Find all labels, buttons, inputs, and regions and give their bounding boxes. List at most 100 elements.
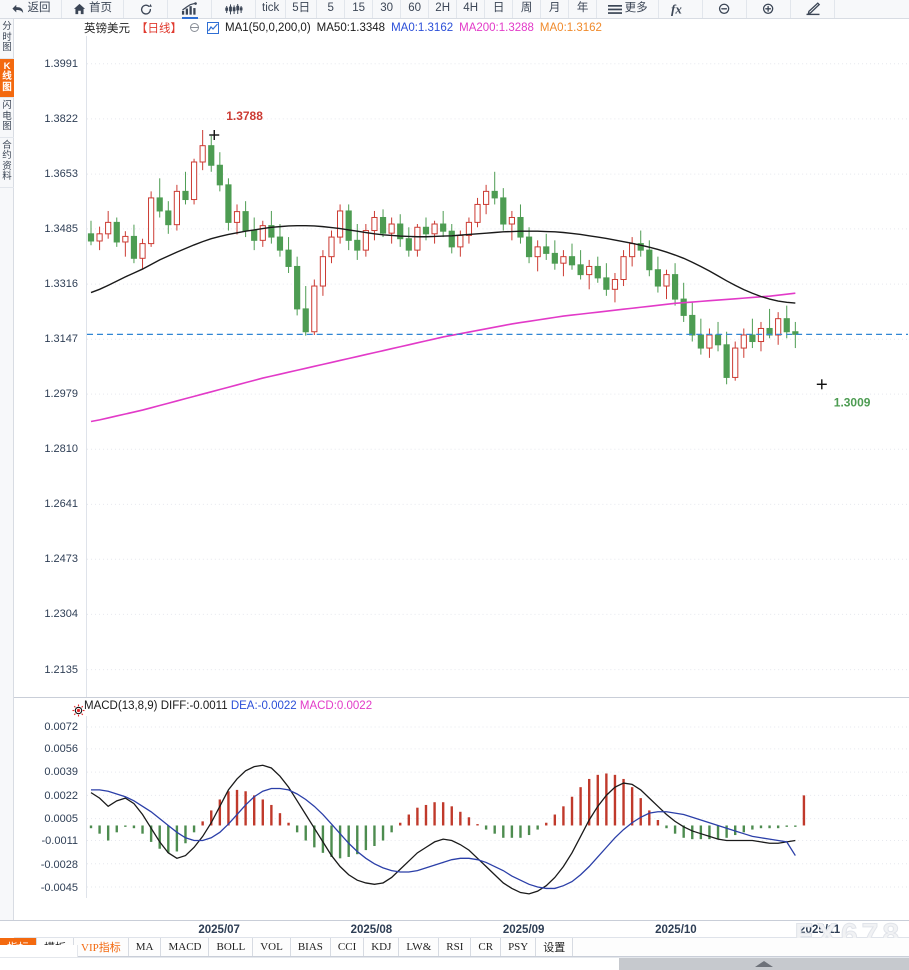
bar-chart-icon <box>181 2 198 16</box>
minus-circle-icon[interactable] <box>190 23 199 32</box>
bottom-tab-kdj[interactable]: KDJ <box>364 938 400 956</box>
candlestick-button[interactable] <box>212 0 256 18</box>
top-toolbar: 返回 首页 tick 5日 5 15 30 60 2H 4H 日 周 月 年 更多 fx <box>0 0 909 19</box>
high-price-annotation: 1.3788 <box>226 109 263 123</box>
settings-sun-icon[interactable] <box>72 704 85 717</box>
tab-4hour[interactable]: 4H <box>457 0 486 18</box>
legend-ma50: MA50:1.3348 <box>316 21 386 34</box>
price-y-tick-label: 1.2473 <box>44 553 78 566</box>
sidebar-char: 料 <box>2 171 12 182</box>
bottom-tab-bias[interactable]: BIAS <box>291 938 331 956</box>
tab-5day[interactable]: 5日 <box>286 0 318 18</box>
price-chart-legend: 英镑美元 【日线】 MA1(50,0,200,0) MA50:1.3348 MA… <box>14 19 909 36</box>
scroll-up-arrow-icon[interactable] <box>755 961 773 967</box>
tab-tick[interactable]: tick <box>256 0 287 18</box>
bottom-tab-settings[interactable]: 设置 <box>536 938 574 956</box>
bottom-tab-vip[interactable]: VIP指标 <box>74 938 129 956</box>
zoom-out-button[interactable] <box>703 0 748 18</box>
sidebar-item-timeshare[interactable]: 分时图 <box>0 19 14 59</box>
price-y-tick-label: 1.3822 <box>44 112 78 125</box>
x-axis-tick-label: 2025/07 <box>198 924 240 936</box>
tab-15min[interactable]: 15 <box>345 0 374 18</box>
price-chart-panel[interactable]: 英镑美元 【日线】 MA1(50,0,200,0) MA50:1.3348 MA… <box>14 19 909 697</box>
home-button-label: 首页 <box>89 2 112 15</box>
bottom-tab-cr[interactable]: CR <box>471 938 502 956</box>
tab-daily[interactable]: 日 <box>485 0 514 18</box>
tab-30min-label: 30 <box>380 2 394 15</box>
macd-dea-value: DEA:-0.0022 <box>230 700 297 712</box>
horizontal-scrollbar[interactable] <box>0 957 909 970</box>
sidebar-char: 图 <box>2 121 12 132</box>
home-icon <box>73 3 86 15</box>
sidebar-char: 分 <box>2 21 12 32</box>
sidebar-item-lightning[interactable]: 闪电图 <box>0 98 14 138</box>
bar-chart-button[interactable] <box>168 0 212 18</box>
x-axis-tick-label: 2025/10 <box>655 924 697 936</box>
macd-plot-area[interactable] <box>86 716 908 898</box>
tab-5day-label: 5日 <box>292 2 311 15</box>
bottom-tab-vol[interactable]: VOL <box>253 938 291 956</box>
macd-chart[interactable] <box>87 716 908 898</box>
macd-y-tick-label: -0.0045 <box>40 881 78 894</box>
scrollbar-thumb[interactable] <box>619 958 909 970</box>
zoom-in-button[interactable] <box>747 0 792 18</box>
sidebar-item-contract[interactable]: 合约资料 <box>0 138 14 188</box>
tab-5min[interactable]: 5 <box>317 0 346 18</box>
tab-60min[interactable]: 60 <box>401 0 430 18</box>
bottom-tab-macd[interactable]: MACD <box>161 938 210 956</box>
refresh-button[interactable] <box>124 0 168 18</box>
tab-yearly[interactable]: 年 <box>569 0 598 18</box>
candlestick-icon <box>224 2 243 16</box>
draw-button[interactable] <box>791 0 836 18</box>
legend-ma0-orange: MA0:1.3162 <box>539 21 602 34</box>
sidebar-char: 合 <box>2 139 12 151</box>
tab-daily-label: 日 <box>492 2 505 15</box>
back-button[interactable]: 返回 <box>0 0 62 18</box>
macd-y-tick-label: 0.0056 <box>44 743 78 756</box>
price-y-tick-label: 1.2135 <box>44 663 78 676</box>
low-price-annotation: 1.3009 <box>834 395 871 409</box>
more-button[interactable]: 更多 <box>597 0 660 18</box>
svg-text:fx: fx <box>671 2 682 17</box>
legend-ma200: MA200:1.3288 <box>459 21 534 34</box>
candlestick-chart[interactable]: 1.3788 1.3009 <box>87 36 908 697</box>
x-axis: 2025/07 2025/08 2025/09 2025/10 2025/11 <box>14 920 909 938</box>
macd-title: MACD(13,8,9) <box>84 700 158 712</box>
price-y-tick-label: 1.3485 <box>44 222 78 235</box>
tab-monthly-label: 月 <box>548 2 561 15</box>
home-button[interactable]: 首页 <box>62 0 124 18</box>
price-y-tick-label: 1.3147 <box>44 333 78 346</box>
price-y-tick-label: 1.2979 <box>44 388 78 401</box>
back-arrow-icon <box>11 3 25 15</box>
sidebar-char: 电 <box>2 110 12 122</box>
tab-monthly[interactable]: 月 <box>541 0 570 18</box>
sidebar-char: 图 <box>2 81 12 93</box>
tab-tick-label: tick <box>262 2 280 15</box>
tab-weekly[interactable]: 周 <box>513 0 542 18</box>
function-button[interactable]: fx <box>659 0 704 18</box>
tab-5min-label: 5 <box>327 2 334 15</box>
zoom-in-icon <box>762 3 776 16</box>
legend-ma0-blue: MA0:1.3162 <box>391 21 454 34</box>
bottom-toolbar: 指标模板VIP指标MAMACDBOLLVOLBIASCCIKDJLW&RSICR… <box>0 938 909 957</box>
back-button-label: 返回 <box>27 2 51 15</box>
sidebar-char: 约 <box>2 150 12 161</box>
bottom-tab-psy[interactable]: PSY <box>501 938 537 956</box>
bottom-tab-rsi[interactable]: RSI <box>439 938 472 956</box>
tab-30min[interactable]: 30 <box>373 0 402 18</box>
macd-panel[interactable]: MACD(13,8,9) DIFF:-0.0011 DEA:-0.0022 MA… <box>14 697 909 920</box>
macd-y-tick-label: 0.0072 <box>44 721 78 733</box>
bottom-tab-ma[interactable]: MA <box>129 938 162 956</box>
bottom-tab-lw[interactable]: LW& <box>399 938 440 956</box>
tab-15min-label: 15 <box>352 2 366 15</box>
period-label: 【日线】 <box>136 22 182 35</box>
sidebar-char: K <box>3 60 11 72</box>
bottom-tab-boll[interactable]: BOLL <box>209 938 254 956</box>
tab-2hour[interactable]: 2H <box>429 0 458 18</box>
tab-60min-label: 60 <box>408 2 422 15</box>
bottom-tab-cci[interactable]: CCI <box>331 938 365 956</box>
price-plot-area[interactable]: 1.3788 1.3009 <box>86 36 908 697</box>
